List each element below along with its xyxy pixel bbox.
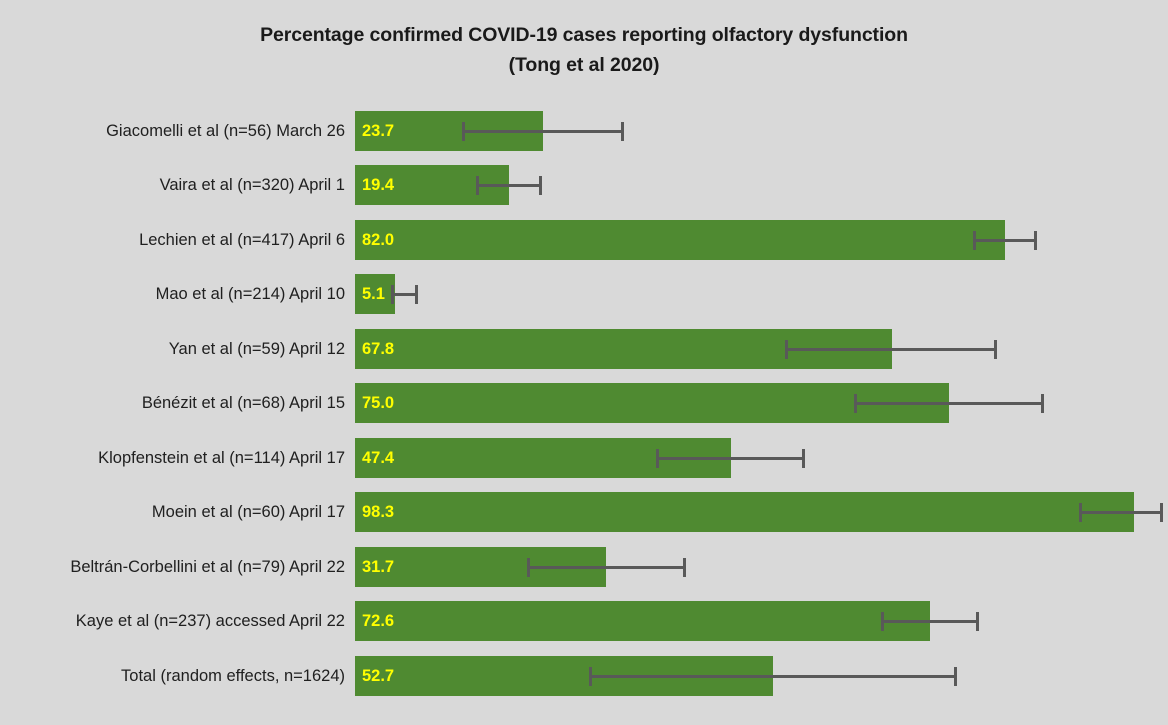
chart-row: Total (random effects, n=1624) 52.7 bbox=[0, 655, 1168, 696]
bar-value-label: 5.1 bbox=[362, 285, 385, 304]
error-bar-cap-low bbox=[656, 448, 660, 468]
chart-row: Kaye et al (n=237) accessed April 22 72.6 bbox=[0, 601, 1168, 642]
error-bar-cap-high bbox=[1041, 394, 1045, 414]
bar-value-label: 82.0 bbox=[362, 230, 395, 249]
chart-row: Giacomelli et al (n=56) March 26 23.7 bbox=[0, 111, 1168, 151]
bar-value-label: 19.4 bbox=[362, 176, 395, 195]
category-label: Klopfenstein et al (n=114) April 17 bbox=[98, 448, 345, 467]
category-label: Giacomelli et al (n=56) March 26 bbox=[106, 122, 345, 140]
error-bar-line bbox=[526, 565, 687, 569]
bar-value-label: 47.4 bbox=[362, 448, 395, 467]
category-label: Total (random effects, n=1624) bbox=[121, 666, 345, 685]
chart-row: Klopfenstein et al (n=114) April 17 47.4 bbox=[0, 437, 1168, 478]
bar-value-label: 23.7 bbox=[362, 122, 395, 140]
error-bar-cap-high bbox=[1160, 503, 1164, 523]
chart-row: Beltrán-Corbellini et al (n=79) April 22… bbox=[0, 546, 1168, 587]
error-bar-cap-high bbox=[415, 285, 419, 305]
error-bar-cap-high bbox=[621, 122, 625, 141]
bar[interactable] bbox=[355, 383, 950, 424]
error-bar-cap-low bbox=[526, 557, 530, 577]
error-bar-line bbox=[1078, 511, 1164, 515]
error-bar-cap-low bbox=[588, 666, 592, 686]
error-bar-cap-high bbox=[1033, 230, 1037, 250]
error-bar-line bbox=[973, 238, 1037, 242]
category-label: Lechien et al (n=417) April 6 bbox=[139, 230, 345, 249]
bar-value-label: 67.8 bbox=[362, 339, 395, 358]
bar-value-label: 72.6 bbox=[362, 612, 395, 631]
error-bar-cap-low bbox=[973, 230, 977, 250]
error-bar-cap-high bbox=[993, 339, 997, 359]
chart-row: Lechien et al (n=417) April 6 82.0 bbox=[0, 219, 1168, 260]
error-bar-cap-low bbox=[391, 285, 395, 305]
chart-row: Yan et al (n=59) April 12 67.8 bbox=[0, 328, 1168, 369]
error-bar-line bbox=[588, 674, 957, 678]
error-bar-line bbox=[461, 130, 625, 133]
chart-row: Vaira et al (n=320) April 1 19.4 bbox=[0, 165, 1168, 206]
error-bar-cap-high bbox=[539, 176, 543, 196]
bar[interactable] bbox=[355, 274, 396, 315]
category-label: Vaira et al (n=320) April 1 bbox=[159, 176, 345, 195]
category-label: Yan et al (n=59) April 12 bbox=[168, 339, 345, 358]
chart-row: Mao et al (n=214) April 10 5.1 bbox=[0, 274, 1168, 315]
category-label: Kaye et al (n=237) accessed April 22 bbox=[75, 612, 345, 631]
error-bar-cap-low bbox=[881, 612, 885, 632]
error-bar-line bbox=[784, 347, 997, 351]
category-label: Beltrán-Corbellini et al (n=79) April 22 bbox=[70, 557, 345, 576]
error-bar-line bbox=[881, 620, 979, 624]
error-bar-cap-high bbox=[975, 612, 979, 632]
chart-row: Moein et al (n=60) April 17 98.3 bbox=[0, 492, 1168, 533]
bar-value-label: 98.3 bbox=[362, 503, 395, 522]
category-label: Bénézit et al (n=68) April 15 bbox=[141, 394, 345, 413]
chart-title-line-2: (Tong et al 2020) bbox=[508, 54, 660, 76]
error-bar-cap-high bbox=[683, 557, 687, 577]
chart-title: Percentage confirmed COVID-19 cases repo… bbox=[0, 20, 1168, 80]
error-bar-line bbox=[476, 184, 543, 188]
error-bar-cap-low bbox=[461, 122, 465, 141]
error-bar-cap-low bbox=[784, 339, 788, 359]
bar-value-label: 31.7 bbox=[362, 557, 395, 576]
error-bar-cap-high bbox=[802, 448, 806, 468]
error-bar-cap-low bbox=[1078, 503, 1082, 523]
error-bar-cap-low bbox=[854, 394, 858, 414]
chart-title-line-1: Percentage confirmed COVID-19 cases repo… bbox=[260, 24, 908, 46]
bar-value-label: 52.7 bbox=[362, 666, 395, 685]
error-bar-line bbox=[854, 402, 1045, 406]
category-label: Moein et al (n=60) April 17 bbox=[151, 503, 345, 522]
bar[interactable] bbox=[355, 219, 1005, 260]
bar-value-label: 75.0 bbox=[362, 394, 395, 413]
error-bar-line bbox=[391, 293, 419, 297]
bar[interactable] bbox=[355, 492, 1135, 533]
error-bar-line bbox=[656, 456, 806, 460]
error-bar-cap-low bbox=[476, 176, 480, 196]
bar[interactable] bbox=[355, 601, 931, 642]
chart-row: Bénézit et al (n=68) April 15 75.0 bbox=[0, 383, 1168, 424]
error-bar-cap-high bbox=[953, 666, 957, 686]
category-label: Mao et al (n=214) April 10 bbox=[155, 285, 345, 304]
